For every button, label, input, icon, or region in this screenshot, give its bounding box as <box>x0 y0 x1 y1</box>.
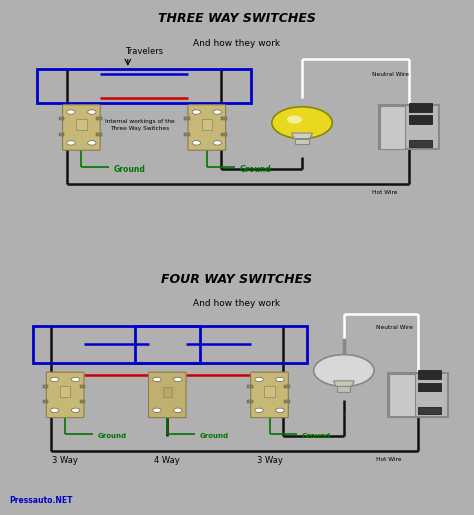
Text: Pressauto.NET: Pressauto.NET <box>9 495 73 505</box>
Bar <box>389 373 415 416</box>
Bar <box>388 373 448 417</box>
Text: Ground: Ground <box>239 165 271 174</box>
Text: THREE WAY SWITCHES: THREE WAY SWITCHES <box>158 12 316 25</box>
Circle shape <box>88 110 96 114</box>
Circle shape <box>255 408 263 413</box>
Bar <box>295 139 309 144</box>
Text: 4 Way: 4 Way <box>155 456 180 466</box>
Bar <box>184 132 190 135</box>
Circle shape <box>192 141 201 145</box>
Circle shape <box>51 377 59 382</box>
Text: And how they work: And how they work <box>193 300 281 308</box>
Text: Travelers: Travelers <box>126 47 164 56</box>
Bar <box>60 386 70 397</box>
Bar <box>264 386 275 397</box>
Text: FOUR WAY SWITCHES: FOUR WAY SWITCHES <box>162 272 312 285</box>
Polygon shape <box>333 381 355 386</box>
Bar <box>247 400 253 403</box>
Text: Internal workings of the
Three Way Switches: Internal workings of the Three Way Switc… <box>105 119 174 131</box>
Circle shape <box>192 110 201 114</box>
Circle shape <box>72 408 80 413</box>
Circle shape <box>314 355 374 386</box>
Bar <box>43 385 48 387</box>
Bar <box>418 407 441 415</box>
Bar <box>418 383 441 391</box>
Bar <box>418 370 441 379</box>
Bar <box>409 115 432 124</box>
Text: And how they work: And how they work <box>193 40 281 48</box>
Bar <box>43 400 48 403</box>
Bar <box>80 400 85 403</box>
Text: Ground: Ground <box>200 434 229 439</box>
Text: Ground: Ground <box>114 165 146 174</box>
Bar <box>247 385 253 387</box>
Circle shape <box>72 377 80 382</box>
Polygon shape <box>292 133 312 139</box>
Bar <box>221 132 227 135</box>
Circle shape <box>173 408 182 413</box>
Text: Neutral Wire: Neutral Wire <box>372 72 409 77</box>
Bar <box>184 117 190 120</box>
Bar <box>284 400 290 403</box>
Bar <box>59 132 64 135</box>
Circle shape <box>173 377 182 382</box>
Text: Hot Wire: Hot Wire <box>372 190 397 195</box>
Text: Ground: Ground <box>302 434 331 439</box>
FancyBboxPatch shape <box>251 372 288 418</box>
Bar <box>96 132 101 135</box>
Circle shape <box>276 408 284 413</box>
Circle shape <box>153 377 161 382</box>
Bar <box>201 118 212 130</box>
Circle shape <box>255 377 263 382</box>
Text: 3 Way: 3 Way <box>256 456 283 466</box>
Bar <box>379 106 439 149</box>
Circle shape <box>272 107 332 139</box>
Circle shape <box>153 408 161 413</box>
Bar <box>59 117 64 120</box>
Circle shape <box>276 377 284 382</box>
Circle shape <box>287 115 302 124</box>
Bar <box>37 69 251 103</box>
Circle shape <box>213 141 221 145</box>
Bar <box>221 117 227 120</box>
Bar <box>163 387 172 397</box>
Bar <box>409 140 432 147</box>
Circle shape <box>213 110 221 114</box>
Text: Ground: Ground <box>98 434 127 439</box>
Bar <box>380 106 405 149</box>
FancyBboxPatch shape <box>46 372 84 418</box>
Bar <box>96 117 101 120</box>
Bar <box>409 103 432 112</box>
Text: 3 Way: 3 Way <box>52 456 78 466</box>
FancyBboxPatch shape <box>63 105 100 150</box>
Bar <box>337 386 350 392</box>
Circle shape <box>88 141 96 145</box>
Bar <box>76 118 87 130</box>
Bar <box>284 385 290 387</box>
Text: Neutral Wire: Neutral Wire <box>376 325 413 330</box>
Circle shape <box>67 110 75 114</box>
Text: Hot Wire: Hot Wire <box>376 457 402 462</box>
Bar <box>80 385 85 387</box>
FancyBboxPatch shape <box>148 372 186 418</box>
Circle shape <box>67 141 75 145</box>
Circle shape <box>51 408 59 413</box>
FancyBboxPatch shape <box>188 105 226 150</box>
